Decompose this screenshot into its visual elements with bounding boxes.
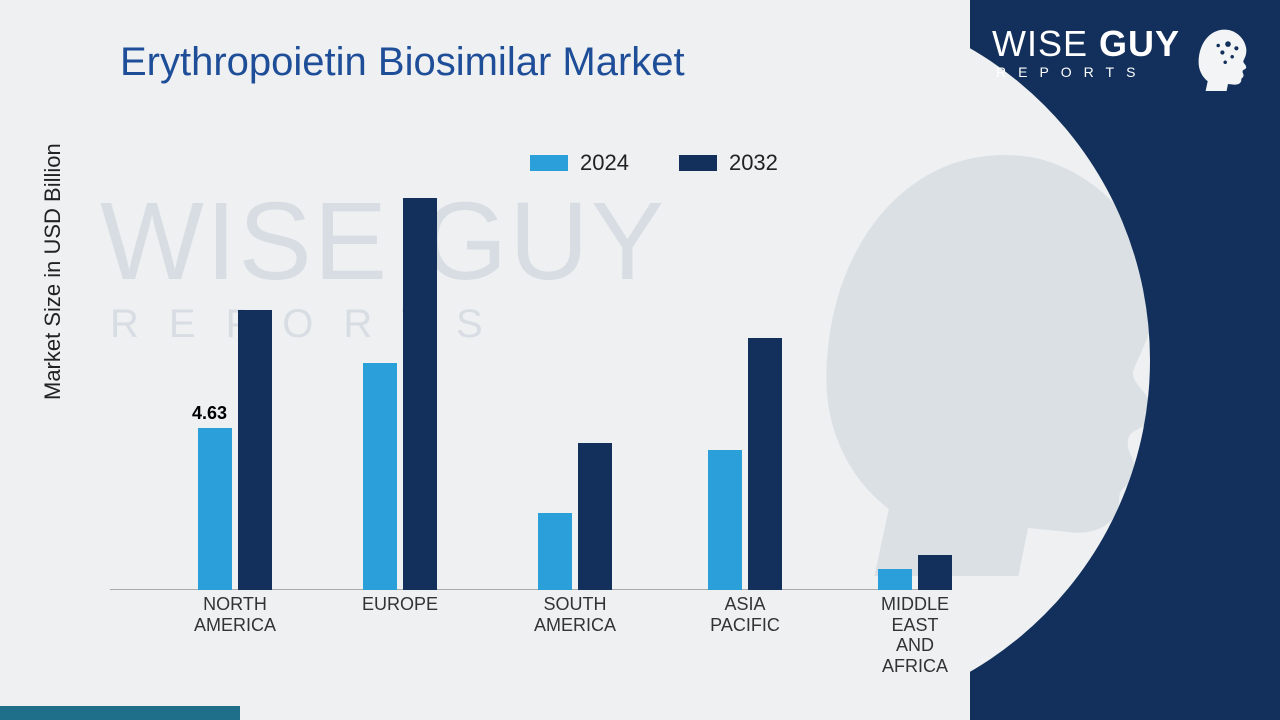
plot-area: 4.63 bbox=[110, 170, 950, 590]
bar bbox=[708, 450, 742, 590]
side-panel bbox=[970, 0, 1280, 720]
page-title: Erythropoietin Biosimilar Market bbox=[120, 40, 685, 85]
brand-word-wise: WISE bbox=[992, 23, 1088, 64]
bar bbox=[538, 513, 572, 590]
bar bbox=[878, 569, 912, 590]
category-label: SOUTHAMERICA bbox=[510, 594, 640, 635]
y-axis-label: Market Size in USD Billion bbox=[40, 143, 66, 400]
brand-logo: WISE GUY REPORTS bbox=[992, 26, 1252, 80]
category-label: EUROPE bbox=[335, 594, 465, 615]
bar bbox=[403, 198, 437, 590]
category-label: ASIAPACIFIC bbox=[680, 594, 810, 635]
category-label: MIDDLEEASTANDAFRICA bbox=[850, 594, 980, 677]
legend-swatch-2024 bbox=[530, 155, 568, 171]
bar bbox=[918, 555, 952, 590]
legend-swatch-2032 bbox=[679, 155, 717, 171]
bar bbox=[748, 338, 782, 590]
category-label: NORTHAMERICA bbox=[170, 594, 300, 635]
chart: 2024 2032 Market Size in USD Billion 4.6… bbox=[50, 150, 970, 670]
x-axis-line bbox=[110, 589, 950, 590]
bar bbox=[578, 443, 612, 590]
brand-head-icon bbox=[1186, 24, 1256, 102]
bar bbox=[238, 310, 272, 590]
bar bbox=[363, 363, 397, 591]
brand-word-guy: GUY bbox=[1099, 23, 1180, 64]
bar-value-label: 4.63 bbox=[192, 403, 227, 424]
footer-accent-bar bbox=[0, 706, 240, 720]
report-canvas: WISE GUY REPORTS WISE GUY REPORTS Erythr… bbox=[0, 0, 1280, 720]
bar bbox=[198, 428, 232, 590]
